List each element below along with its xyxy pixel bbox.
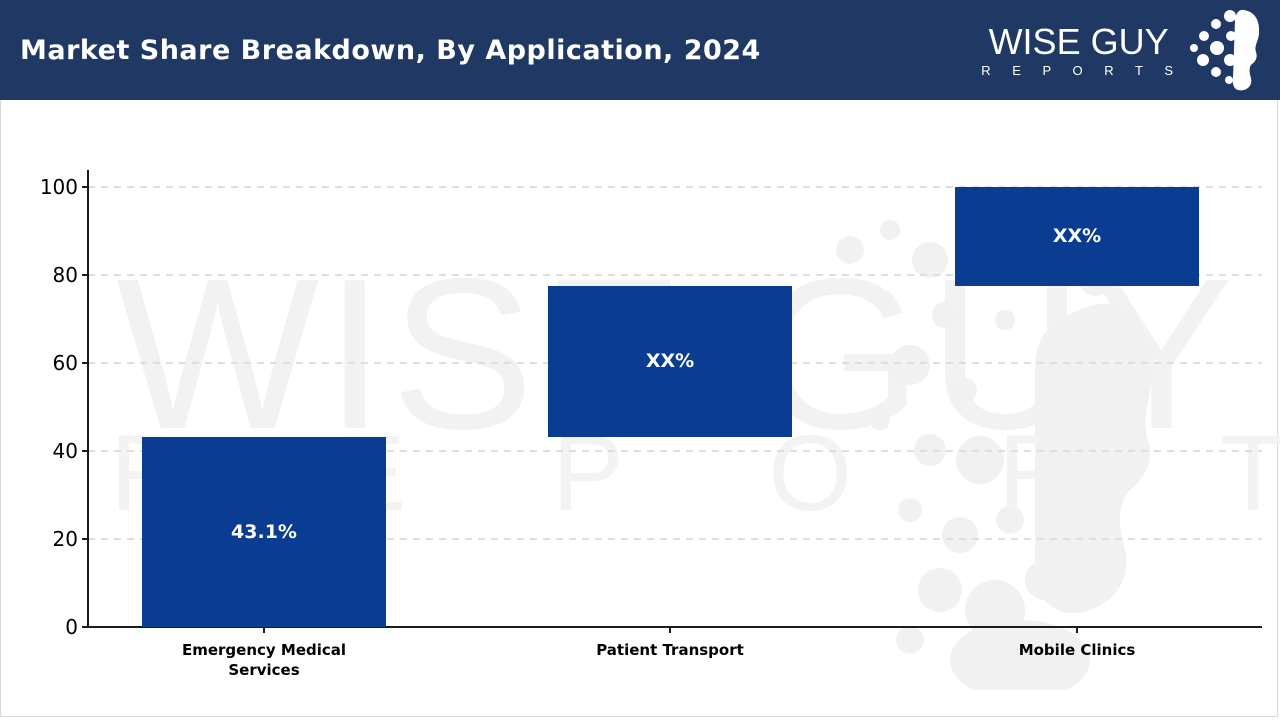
brand-logo: WISE GUY R E P O R T S: [975, 8, 1260, 92]
y-axis-tick-label: 60: [52, 351, 78, 375]
y-axis-tick-mark: [82, 626, 88, 628]
x-axis-tick-mark: [263, 627, 265, 633]
brand-face-icon: [1190, 9, 1260, 91]
y-axis-tick-label: 80: [52, 263, 78, 287]
y-axis-tick-label: 100: [39, 175, 78, 199]
header: Market Share Breakdown, By Application, …: [0, 0, 1280, 100]
x-axis-category-label: Patient Transport: [596, 641, 744, 659]
gridline: [88, 538, 1262, 540]
bar-value-label: XX%: [645, 350, 695, 373]
y-axis-tick-label: 0: [65, 615, 78, 639]
x-axis-tick-mark: [669, 627, 671, 633]
x-axis-line: [87, 626, 1262, 628]
x-axis-category-label: Emergency Medical Services: [181, 641, 347, 680]
bar-segment: 43.1%: [142, 437, 386, 627]
bar-value-label: 43.1%: [231, 521, 297, 544]
gridline: [88, 450, 1262, 452]
y-axis-tick-mark: [82, 362, 88, 364]
y-axis-tick-label: 20: [52, 527, 78, 551]
brand-subtext: R E P O R T S: [981, 62, 1182, 78]
y-axis-tick-mark: [82, 538, 88, 540]
y-axis-line: [87, 170, 89, 628]
x-axis-category-label: Mobile Clinics: [1018, 641, 1136, 659]
gridline: [88, 186, 1262, 188]
x-axis-tick-mark: [1076, 627, 1078, 633]
bar-value-label: XX%: [1052, 225, 1102, 248]
gridline: [88, 274, 1262, 276]
page-title: Market Share Breakdown, By Application, …: [20, 34, 761, 66]
y-axis-tick-mark: [82, 186, 88, 188]
y-axis-tick-label: 40: [52, 439, 78, 463]
bar-segment: XX%: [548, 285, 792, 438]
y-axis-tick-mark: [82, 450, 88, 452]
bar-segment: XX%: [955, 187, 1199, 286]
brand-wordmark: WISE GUY: [988, 20, 1169, 62]
y-axis-tick-mark: [82, 274, 88, 276]
